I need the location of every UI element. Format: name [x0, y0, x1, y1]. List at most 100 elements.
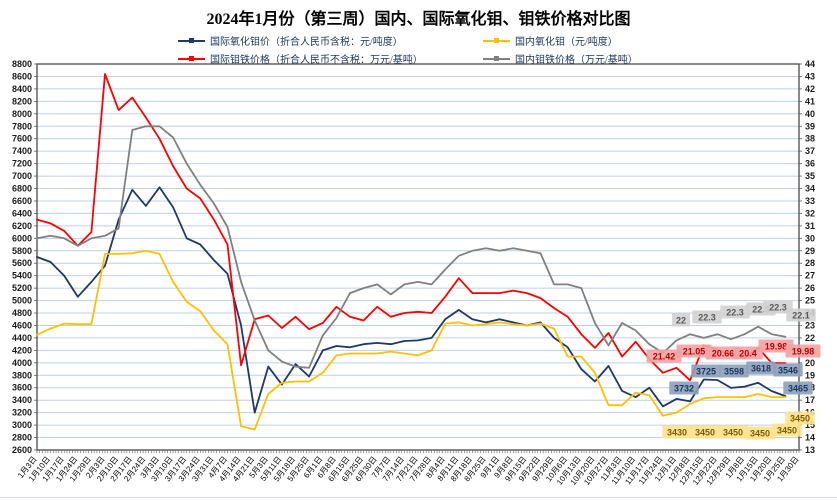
svg-text:15: 15 — [805, 420, 815, 430]
data-label-bg — [746, 361, 776, 375]
svg-text:5400: 5400 — [12, 271, 32, 281]
svg-text:19: 19 — [805, 370, 815, 380]
svg-text:36: 36 — [805, 159, 815, 169]
data-label: 19.98 — [792, 347, 815, 357]
data-label: 21.42 — [653, 352, 676, 362]
svg-text:6600: 6600 — [12, 196, 32, 206]
svg-text:6200: 6200 — [12, 221, 32, 231]
data-label: 3618 — [751, 364, 771, 374]
legend-line-icon — [178, 37, 205, 43]
legend-item-domestic-oxide: 国内氧化钼（元/吨度） — [483, 33, 738, 48]
data-label-bg — [690, 425, 720, 439]
data-label-bg — [662, 425, 692, 439]
data-label: 20.4 — [739, 349, 757, 359]
svg-text:7000: 7000 — [12, 171, 32, 181]
svg-text:8400: 8400 — [12, 84, 32, 94]
data-label-bg — [720, 305, 750, 319]
legend-label: 国际氧化钼价（折合人民币含税：元/吨度） — [210, 37, 403, 48]
svg-text:32: 32 — [805, 208, 815, 218]
svg-text:25: 25 — [805, 296, 815, 306]
data-label: 22.3 — [752, 305, 770, 315]
gridlines — [37, 63, 799, 451]
data-label: 3546 — [778, 366, 798, 376]
svg-text:31: 31 — [805, 221, 815, 231]
svg-text:34: 34 — [805, 184, 815, 194]
data-label-bg — [758, 339, 794, 353]
data-label-bg — [676, 344, 712, 358]
bottom-divider — [0, 497, 837, 498]
svg-text:14: 14 — [805, 433, 815, 443]
svg-text:27: 27 — [805, 271, 815, 281]
series-line-国际钼铁价格 — [36, 73, 787, 382]
data-label-bg — [691, 364, 721, 378]
svg-text:43: 43 — [805, 71, 815, 81]
svg-text:44: 44 — [805, 59, 815, 69]
svg-text:8200: 8200 — [12, 96, 32, 106]
svg-text:4600: 4600 — [12, 320, 32, 330]
svg-text:37: 37 — [805, 146, 815, 156]
data-label-bg — [646, 349, 682, 363]
svg-text:29: 29 — [805, 246, 815, 256]
svg-text:22: 22 — [805, 333, 815, 343]
data-label-bg — [671, 313, 691, 327]
svg-text:5600: 5600 — [12, 258, 32, 268]
svg-text:6400: 6400 — [12, 208, 32, 218]
svg-text:7800: 7800 — [12, 121, 32, 131]
data-label: 22.1 — [792, 311, 810, 321]
svg-text:28: 28 — [805, 258, 815, 268]
data-label-bg — [763, 300, 793, 314]
y-axis-left-labels: 2600 2800 3000 3200 3400 3600 3800 4000 4200 4400… — [12, 59, 37, 455]
svg-text:40: 40 — [805, 109, 815, 119]
data-label: 3465 — [788, 384, 808, 394]
legend-item-domestic-femo: 国内钼铁价格（万元/基吨） — [483, 51, 738, 66]
svg-text:4000: 4000 — [12, 358, 32, 368]
data-label-bg — [718, 425, 748, 439]
data-label-bg — [719, 364, 749, 378]
data-label-bg — [785, 344, 821, 358]
svg-text:4800: 4800 — [12, 308, 32, 318]
data-label: 3450 — [790, 414, 810, 424]
legend-line-icon — [483, 37, 510, 43]
data-label: 3732 — [674, 384, 694, 394]
data-label-bg — [669, 381, 699, 395]
series-line-国际氧化钼价 — [36, 186, 787, 414]
svg-text:5800: 5800 — [12, 246, 32, 256]
svg-text:8800: 8800 — [12, 59, 32, 69]
series-line-国内钼铁价格 — [36, 125, 787, 369]
svg-text:26: 26 — [805, 283, 815, 293]
svg-text:3800: 3800 — [12, 370, 32, 380]
svg-text:42: 42 — [805, 84, 815, 94]
svg-text:3200: 3200 — [12, 408, 32, 418]
svg-text:20: 20 — [805, 358, 815, 368]
data-label: 3450 — [723, 428, 743, 438]
chart-title: 2024年1月份（第三周）国内、国际氧化钼、钼铁价格对比图 — [206, 11, 631, 28]
data-label-bg — [785, 411, 815, 425]
svg-text:7200: 7200 — [12, 159, 32, 169]
svg-text:17: 17 — [805, 395, 815, 405]
data-label: 3725 — [696, 367, 716, 377]
data-label: 3450 — [750, 429, 770, 439]
svg-text:7400: 7400 — [12, 146, 32, 156]
svg-text:13: 13 — [805, 445, 815, 455]
svg-text:7600: 7600 — [12, 134, 32, 144]
svg-text:38: 38 — [805, 134, 815, 144]
svg-text:3400: 3400 — [12, 395, 32, 405]
data-label-bg — [705, 346, 741, 360]
data-label-bg — [773, 363, 803, 377]
data-label: 22.3 — [726, 308, 744, 318]
legend-label: 国内氧化钼（元/吨度） — [515, 37, 618, 48]
svg-text:33: 33 — [805, 196, 815, 206]
svg-text:3600: 3600 — [12, 383, 32, 393]
data-label-bg — [733, 346, 763, 360]
legend: 国际氧化钼价（折合人民币含税：元/吨度） 国内氧化钼（元/吨度） 国际钼铁价格（折合… — [178, 33, 738, 66]
data-label-bg — [692, 310, 722, 324]
svg-text:3000: 3000 — [12, 420, 32, 430]
svg-text:4400: 4400 — [12, 333, 32, 343]
data-label: 3598 — [724, 367, 744, 377]
svg-text:41: 41 — [805, 96, 815, 106]
data-label: 19.98 — [765, 342, 788, 352]
svg-text:30: 30 — [805, 233, 815, 243]
data-label-boxes: 22 22.3 22.3 22.3 22.322.121.42 21.05 20.66 20.… — [646, 300, 821, 440]
